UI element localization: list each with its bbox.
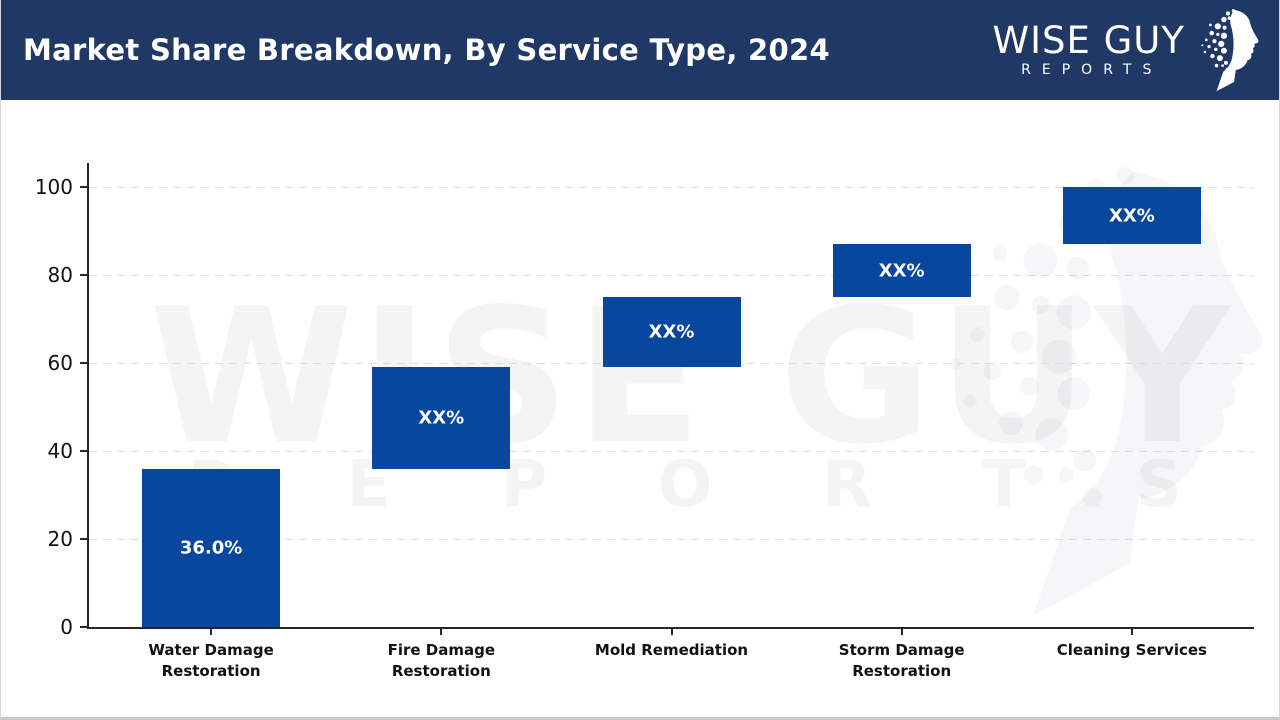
logo-wordmark: WISE GUY: [992, 19, 1185, 62]
bar: [1062, 187, 1201, 245]
x-tick: [900, 629, 903, 635]
page-title: Market Share Breakdown, By Service Type,…: [23, 33, 830, 67]
y-tick-label: 40: [47, 439, 73, 463]
bar-value-label: XX%: [418, 407, 465, 429]
y-tick-label: 60: [47, 351, 73, 375]
logo-text: WISE GUY REPORTS: [992, 19, 1185, 79]
bar: [832, 244, 971, 297]
x-category-label: Mold Remediation: [594, 641, 749, 659]
y-tick-label: 20: [47, 527, 73, 551]
y-tick: [80, 538, 89, 540]
bar: [602, 297, 741, 368]
x-category-label: Fire Damage Restoration: [387, 641, 495, 680]
y-tick: [80, 362, 89, 364]
bar-value-label: XX%: [878, 260, 925, 282]
y-tick: [80, 450, 89, 452]
gridline: [89, 187, 1254, 188]
x-category-label: Cleaning Services: [1056, 641, 1207, 659]
logo-subtitle: REPORTS: [1021, 62, 1163, 78]
header: Market Share Breakdown, By Service Type,…: [1, 0, 1279, 100]
y-axis-line: [87, 163, 89, 629]
y-tick-label: 80: [47, 263, 73, 287]
wise-guy-reports-logo: WISE GUY REPORTS: [993, 6, 1269, 94]
x-tick: [440, 629, 443, 635]
bar-value-label: XX%: [1108, 205, 1155, 227]
x-tick: [670, 629, 673, 635]
y-tick-label: 0: [60, 615, 73, 639]
chart-area: WISE GUY R E P O R T S 0 20 40 60 80 100 36.0%…: [1, 100, 1279, 717]
y-tick-label: 100: [34, 175, 73, 199]
bar-value-label: XX%: [648, 321, 695, 343]
bar: [142, 468, 281, 627]
bar-value-label: 36.0%: [179, 537, 243, 559]
bar: [372, 367, 511, 469]
x-tick: [210, 629, 213, 635]
y-tick: [80, 186, 89, 188]
gridline: [89, 451, 1254, 452]
y-tick: [80, 626, 89, 628]
gridline: [89, 275, 1254, 276]
y-tick: [80, 274, 89, 276]
x-category-label: Storm Damage Restoration: [838, 641, 965, 680]
x-tick: [1130, 629, 1133, 635]
x-category-label: Water Damage Restoration: [148, 641, 274, 680]
gridline: [89, 539, 1254, 540]
x-axis-line: [87, 627, 1254, 629]
